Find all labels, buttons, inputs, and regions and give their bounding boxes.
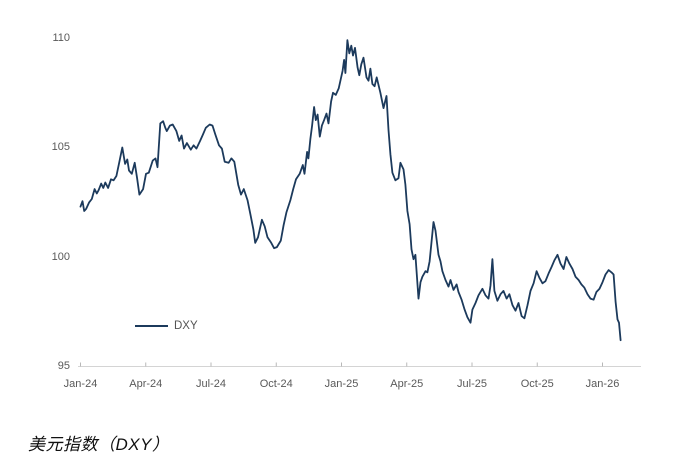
y-tick-label: 105 (51, 141, 70, 153)
chart-caption: 美元指数（DXY） (28, 435, 170, 454)
x-tick-label: Jan-26 (585, 377, 620, 390)
y-tick-label: 95 (57, 360, 70, 372)
y-tick-label: 110 (52, 31, 70, 44)
x-tick-label: Apr-25 (390, 377, 424, 390)
x-tick-label: Apr-24 (129, 377, 163, 390)
legend: DXY (135, 320, 198, 332)
y-tick-label: 100 (51, 250, 70, 263)
legend-line-swatch (135, 325, 168, 327)
x-tick-label: Oct-25 (520, 377, 554, 390)
legend-label: DXY (174, 320, 198, 332)
x-axis (78, 362, 641, 367)
dxy-series-line (79, 39, 622, 342)
x-tick-label: Jan-25 (324, 377, 359, 390)
dxy-line-chart (78, 39, 641, 367)
x-tick-label: Oct-24 (259, 377, 293, 390)
x-tick-label: Jul-25 (457, 377, 487, 390)
x-tick-label: Jul-24 (196, 377, 226, 390)
x-tick-label: Jan-24 (63, 377, 98, 390)
